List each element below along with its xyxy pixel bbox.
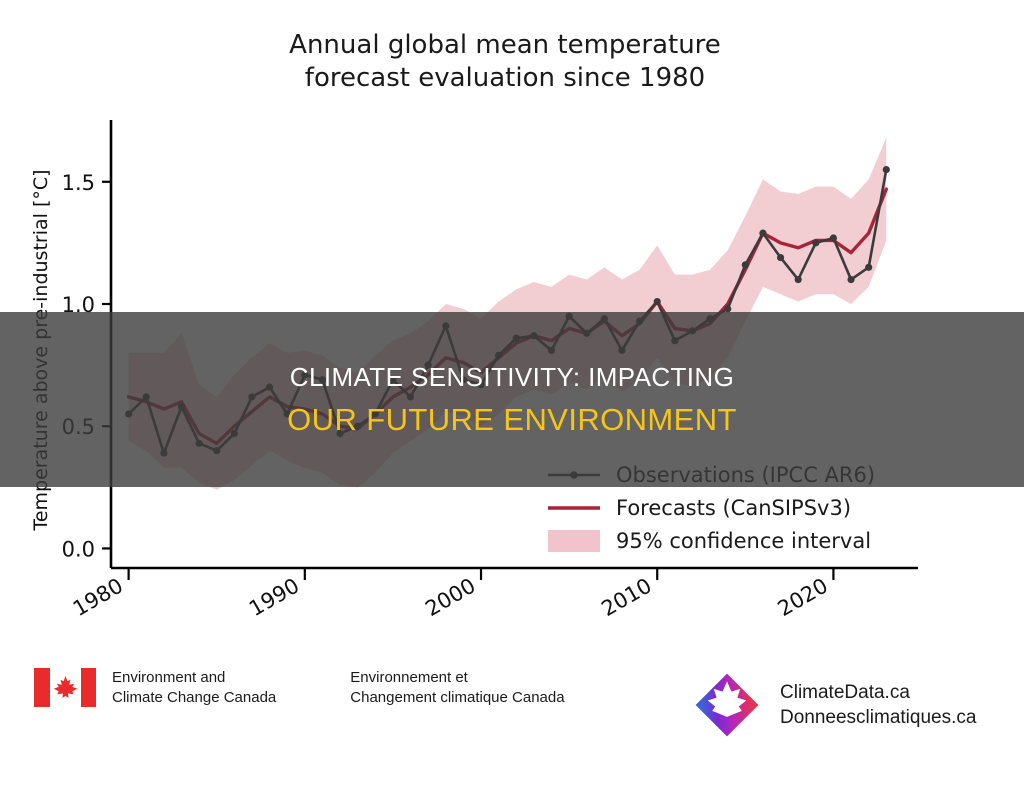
climatedata-text: ClimateData.ca Donneesclimatiques.ca [780, 680, 976, 730]
flag-bar-right [80, 668, 96, 707]
climatedata-line1: ClimateData.ca [780, 681, 910, 703]
observation-marker [829, 234, 838, 242]
footer: Environment and Climate Change Canada En… [0, 650, 1024, 809]
observation-marker [794, 275, 802, 284]
observation-marker [653, 297, 661, 306]
overlay-headline-secondary: OUR FUTURE ENVIRONMENT [287, 402, 737, 437]
eccc-english-line2: Climate Change Canada [112, 688, 277, 706]
climatedata-logo-block[interactable]: ClimateData.ca Donneesclimatiques.ca [690, 668, 976, 742]
observation-marker [724, 305, 732, 313]
eccc-english-line1: Environment and [112, 669, 226, 686]
climatedata-diamond-icon [695, 673, 759, 737]
chart-title-line1: Annual global mean temperature [289, 30, 721, 60]
overlay-headline-primary: CLIMATE SENSITIVITY: IMPACTING [289, 362, 735, 392]
observation-marker [882, 165, 890, 174]
observation-marker [865, 263, 873, 271]
y-tick-label: 1.5 [62, 171, 95, 195]
legend-label: Forecasts (CanSIPSv3) [616, 496, 851, 520]
climatedata-line2: Donneesclimatiques.ca [780, 707, 977, 728]
eccc-logo-block: Environment and Climate Change Canada En… [34, 668, 565, 707]
y-tick-label: 0.0 [62, 537, 95, 561]
observation-marker [847, 275, 855, 284]
observation-marker [741, 261, 749, 269]
observation-marker [776, 253, 785, 262]
observation-marker [759, 229, 767, 237]
eccc-text-english: Environment and Climate Change Canada [112, 668, 276, 707]
legend-swatch [548, 530, 600, 552]
eccc-text-french: Environnement et Changement climatique C… [350, 668, 564, 707]
canada-flag-icon [34, 668, 96, 707]
flag-bar-left [34, 668, 50, 707]
maple-leaf-icon [53, 675, 77, 699]
observation-marker [812, 239, 820, 247]
eccc-french-line1: Environnement et [350, 669, 468, 686]
overlay-banner-background [0, 312, 1024, 487]
legend-label: 95% confidence interval [616, 529, 871, 553]
chart-title-line2: forecast evaluation since 1980 [305, 63, 705, 93]
eccc-french-line2: Changement climatique Canada [350, 688, 565, 706]
overlay-banner: CLIMATE SENSITIVITY: IMPACTING OUR FUTUR… [0, 312, 1024, 487]
